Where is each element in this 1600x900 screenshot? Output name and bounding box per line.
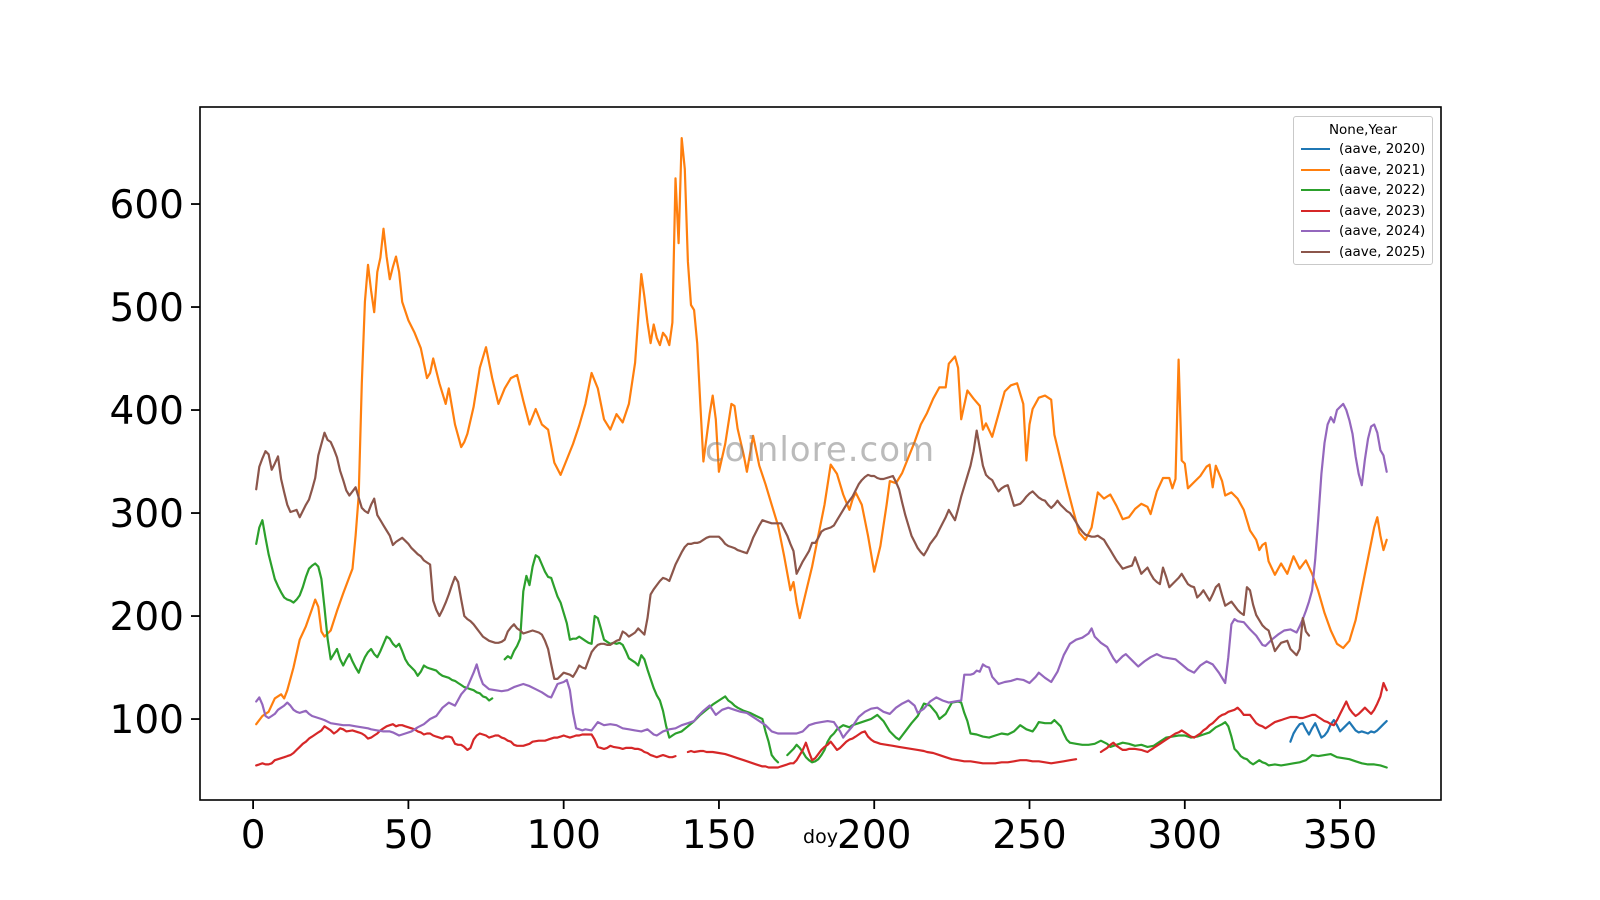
legend-item-2022[interactable]: (aave, 2022) — [1294, 180, 1432, 201]
legend-item-2025[interactable]: (aave, 2025) — [1294, 242, 1432, 263]
legend-label-2025: (aave, 2025) — [1339, 243, 1426, 260]
legend-line-swatch-2020 — [1301, 148, 1330, 151]
legend-item-2021[interactable]: (aave, 2021) — [1294, 160, 1432, 181]
x-tick-label: 250 — [992, 813, 1066, 858]
y-tick-label: 300 — [110, 492, 184, 537]
legend-line-swatch-2025 — [1301, 250, 1330, 253]
legend[interactable]: None,Year (aave, 2020) (aave, 2021) (aav… — [1293, 116, 1433, 265]
x-tick-label: 0 — [241, 813, 266, 858]
legend-label-2020: (aave, 2020) — [1339, 141, 1426, 158]
axes-frame — [199, 106, 1442, 801]
x-tick-label: 150 — [682, 813, 756, 858]
legend-title: None,Year — [1328, 122, 1398, 138]
legend-line-swatch-2024 — [1301, 230, 1330, 233]
y-tick-label: 600 — [110, 183, 184, 228]
legend-label-2021: (aave, 2021) — [1339, 161, 1426, 178]
watermark: coinlore.com — [704, 430, 936, 470]
legend-item-2020[interactable]: (aave, 2020) — [1294, 139, 1432, 160]
legend-line-swatch-2023 — [1301, 209, 1330, 212]
x-tick-label: 100 — [526, 813, 600, 858]
legend-item-2023[interactable]: (aave, 2023) — [1294, 201, 1432, 222]
axis-ticks: 0 50 100 150 200 250 300 350 100 200 300 400 500 600 — [110, 183, 1378, 858]
y-tick-label: 100 — [110, 698, 184, 743]
x-axis-label: doy — [803, 826, 838, 848]
legend-line-swatch-2022 — [1301, 189, 1330, 192]
y-tick-label: 400 — [110, 389, 184, 434]
legend-line-swatch-2021 — [1301, 168, 1330, 171]
x-tick-label: 300 — [1148, 813, 1222, 858]
legend-label-2023: (aave, 2023) — [1339, 202, 1426, 219]
y-tick-label: 500 — [110, 286, 184, 331]
y-tick-label: 200 — [110, 595, 184, 640]
legend-label-2024: (aave, 2024) — [1339, 223, 1426, 240]
x-tick-label: 350 — [1303, 813, 1377, 858]
legend-item-2024[interactable]: (aave, 2024) — [1294, 221, 1432, 242]
legend-label-2022: (aave, 2022) — [1339, 182, 1426, 199]
x-tick-label: 50 — [384, 813, 434, 858]
x-tick-label: 200 — [837, 813, 911, 858]
series-lines — [255, 137, 1388, 769]
